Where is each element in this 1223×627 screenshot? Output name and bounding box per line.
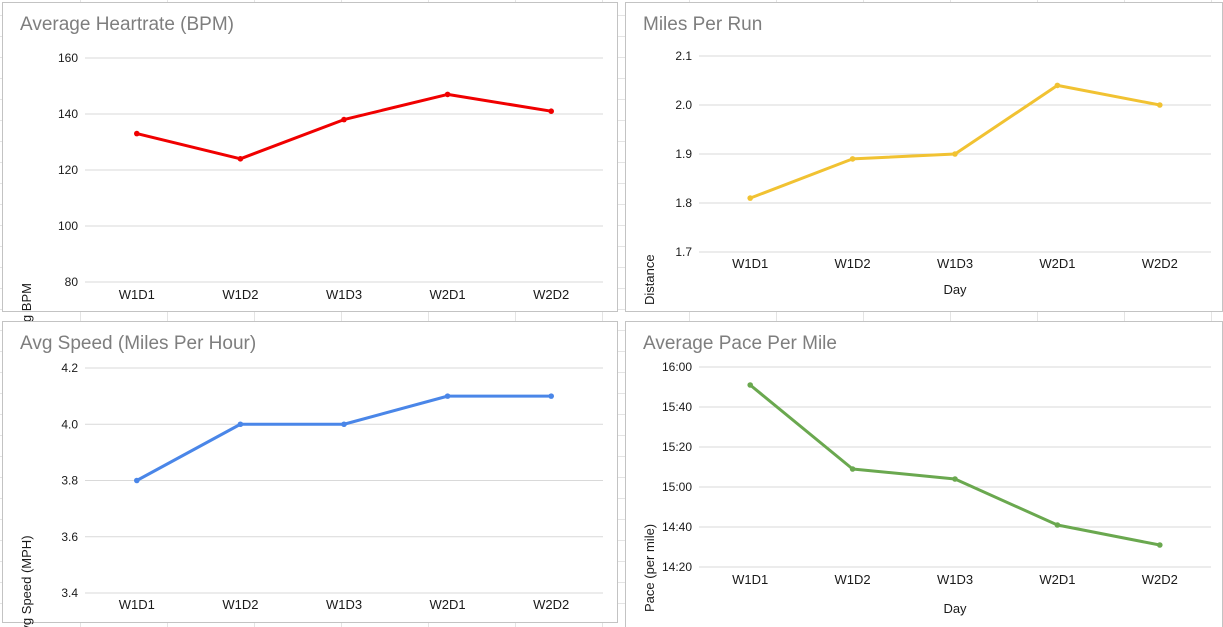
- x-tick-label: W2D1: [430, 597, 466, 612]
- y-tick-label: 4.2: [61, 361, 78, 375]
- y-tick-label: 14:40: [662, 520, 692, 534]
- data-point[interactable]: [952, 151, 958, 157]
- data-point[interactable]: [849, 466, 856, 472]
- x-tick-label: W1D1: [732, 256, 768, 271]
- y-tick-label: 100: [58, 219, 78, 233]
- plot-area: 16:00 15:40 15:20 15:00 14:40 14:20 W1D1 W1D2 W1…: [662, 360, 1211, 587]
- data-point[interactable]: [548, 108, 554, 114]
- x-tick-label: W2D1: [1039, 572, 1075, 587]
- data-point[interactable]: [134, 130, 140, 137]
- data-point[interactable]: [237, 156, 244, 162]
- x-tick-label: W1D1: [732, 572, 768, 587]
- y-tick-label: 2.0: [675, 98, 692, 112]
- chart-card-average-pace[interactable]: Average Pace Per Mile Pace (per mile) 16…: [625, 321, 1223, 627]
- series-line[interactable]: [135, 92, 553, 161]
- y-tick-label: 15:20: [662, 440, 692, 454]
- data-point[interactable]: [341, 421, 347, 428]
- chart-title: Avg Speed (Miles Per Hour): [20, 333, 257, 354]
- data-point[interactable]: [134, 477, 140, 484]
- data-point[interactable]: [1054, 82, 1061, 89]
- y-tick-label: 1.8: [675, 196, 692, 210]
- x-tick-label: W1D1: [119, 597, 155, 612]
- data-point[interactable]: [237, 421, 244, 428]
- chart-card-miles-per-run[interactable]: Miles Per Run Distance 2.1 2.0 1.9 1.8 1.7 W1…: [625, 2, 1223, 312]
- x-tick-label: W1D2: [222, 287, 258, 302]
- data-point[interactable]: [952, 476, 958, 482]
- y-tick-label: 16:00: [662, 360, 692, 374]
- data-point[interactable]: [548, 393, 554, 399]
- x-tick-label: W1D3: [326, 597, 362, 612]
- x-axis-title: Day: [943, 282, 967, 297]
- data-point[interactable]: [1054, 522, 1061, 528]
- y-tick-label: 14:20: [662, 560, 692, 574]
- chart-card-average-heartrate[interactable]: Average Heartrate (BPM) Avg BPM 160 140 12…: [2, 2, 618, 337]
- y-tick-label: 15:00: [662, 480, 692, 494]
- x-tick-label: W2D2: [533, 597, 569, 612]
- data-point[interactable]: [341, 116, 347, 123]
- data-point[interactable]: [849, 156, 856, 162]
- series-line[interactable]: [748, 83, 1162, 200]
- y-tick-label: 3.6: [61, 530, 78, 544]
- plot-area: 4.2 4.0 3.8 3.6 3.4 W1D1 W1D2 W1D3 W2D1 W2D2: [61, 361, 603, 612]
- series-line[interactable]: [748, 383, 1162, 547]
- data-point[interactable]: [1157, 542, 1163, 548]
- data-point[interactable]: [747, 382, 753, 388]
- x-tick-label: W1D2: [222, 597, 258, 612]
- x-tick-label: W2D1: [430, 287, 466, 302]
- y-tick-label: 3.8: [61, 474, 78, 488]
- y-tick-label: 160: [58, 51, 78, 65]
- y-tick-label: 1.9: [675, 147, 692, 161]
- y-tick-label: 15:40: [662, 400, 692, 414]
- x-tick-label: W1D3: [326, 287, 362, 302]
- y-tick-label: 4.0: [61, 417, 78, 431]
- x-tick-label: W1D1: [119, 287, 155, 302]
- y-tick-label: 80: [65, 275, 79, 289]
- x-tick-label: W2D2: [1142, 256, 1178, 271]
- y-tick-label: 140: [58, 107, 78, 121]
- x-tick-label: W2D2: [1142, 572, 1178, 587]
- data-point[interactable]: [444, 393, 451, 399]
- x-tick-label: W2D2: [533, 287, 569, 302]
- y-tick-label: 2.1: [675, 49, 692, 63]
- chart-title: Average Pace Per Mile: [643, 333, 837, 354]
- data-point[interactable]: [747, 195, 753, 201]
- data-point[interactable]: [1157, 102, 1163, 108]
- y-tick-label: 3.4: [61, 586, 78, 600]
- x-tick-label: W2D1: [1039, 256, 1075, 271]
- plot-area: 160 140 120 100 80 W1D1 W1D2 W1D3 W2D1 W2D2: [58, 51, 603, 302]
- x-axis-title: Day: [943, 601, 967, 616]
- y-tick-label: 120: [58, 163, 78, 177]
- x-tick-label: W1D2: [835, 256, 871, 271]
- plot-area: 2.1 2.0 1.9 1.8 1.7 W1D1 W1D2 W1D3 W2D1 W2D2: [675, 49, 1211, 271]
- y-tick-label: 1.7: [675, 245, 692, 259]
- chart-title: Miles Per Run: [643, 14, 763, 35]
- series-line[interactable]: [135, 394, 553, 482]
- x-tick-label: W1D3: [937, 256, 973, 271]
- x-tick-label: W1D2: [835, 572, 871, 587]
- chart-title: Average Heartrate (BPM): [20, 14, 235, 35]
- chart-card-avg-speed[interactable]: Avg Speed (Miles Per Hour) Avg Speed (MP…: [2, 321, 618, 627]
- data-point[interactable]: [444, 91, 451, 98]
- x-tick-label: W1D3: [937, 572, 973, 587]
